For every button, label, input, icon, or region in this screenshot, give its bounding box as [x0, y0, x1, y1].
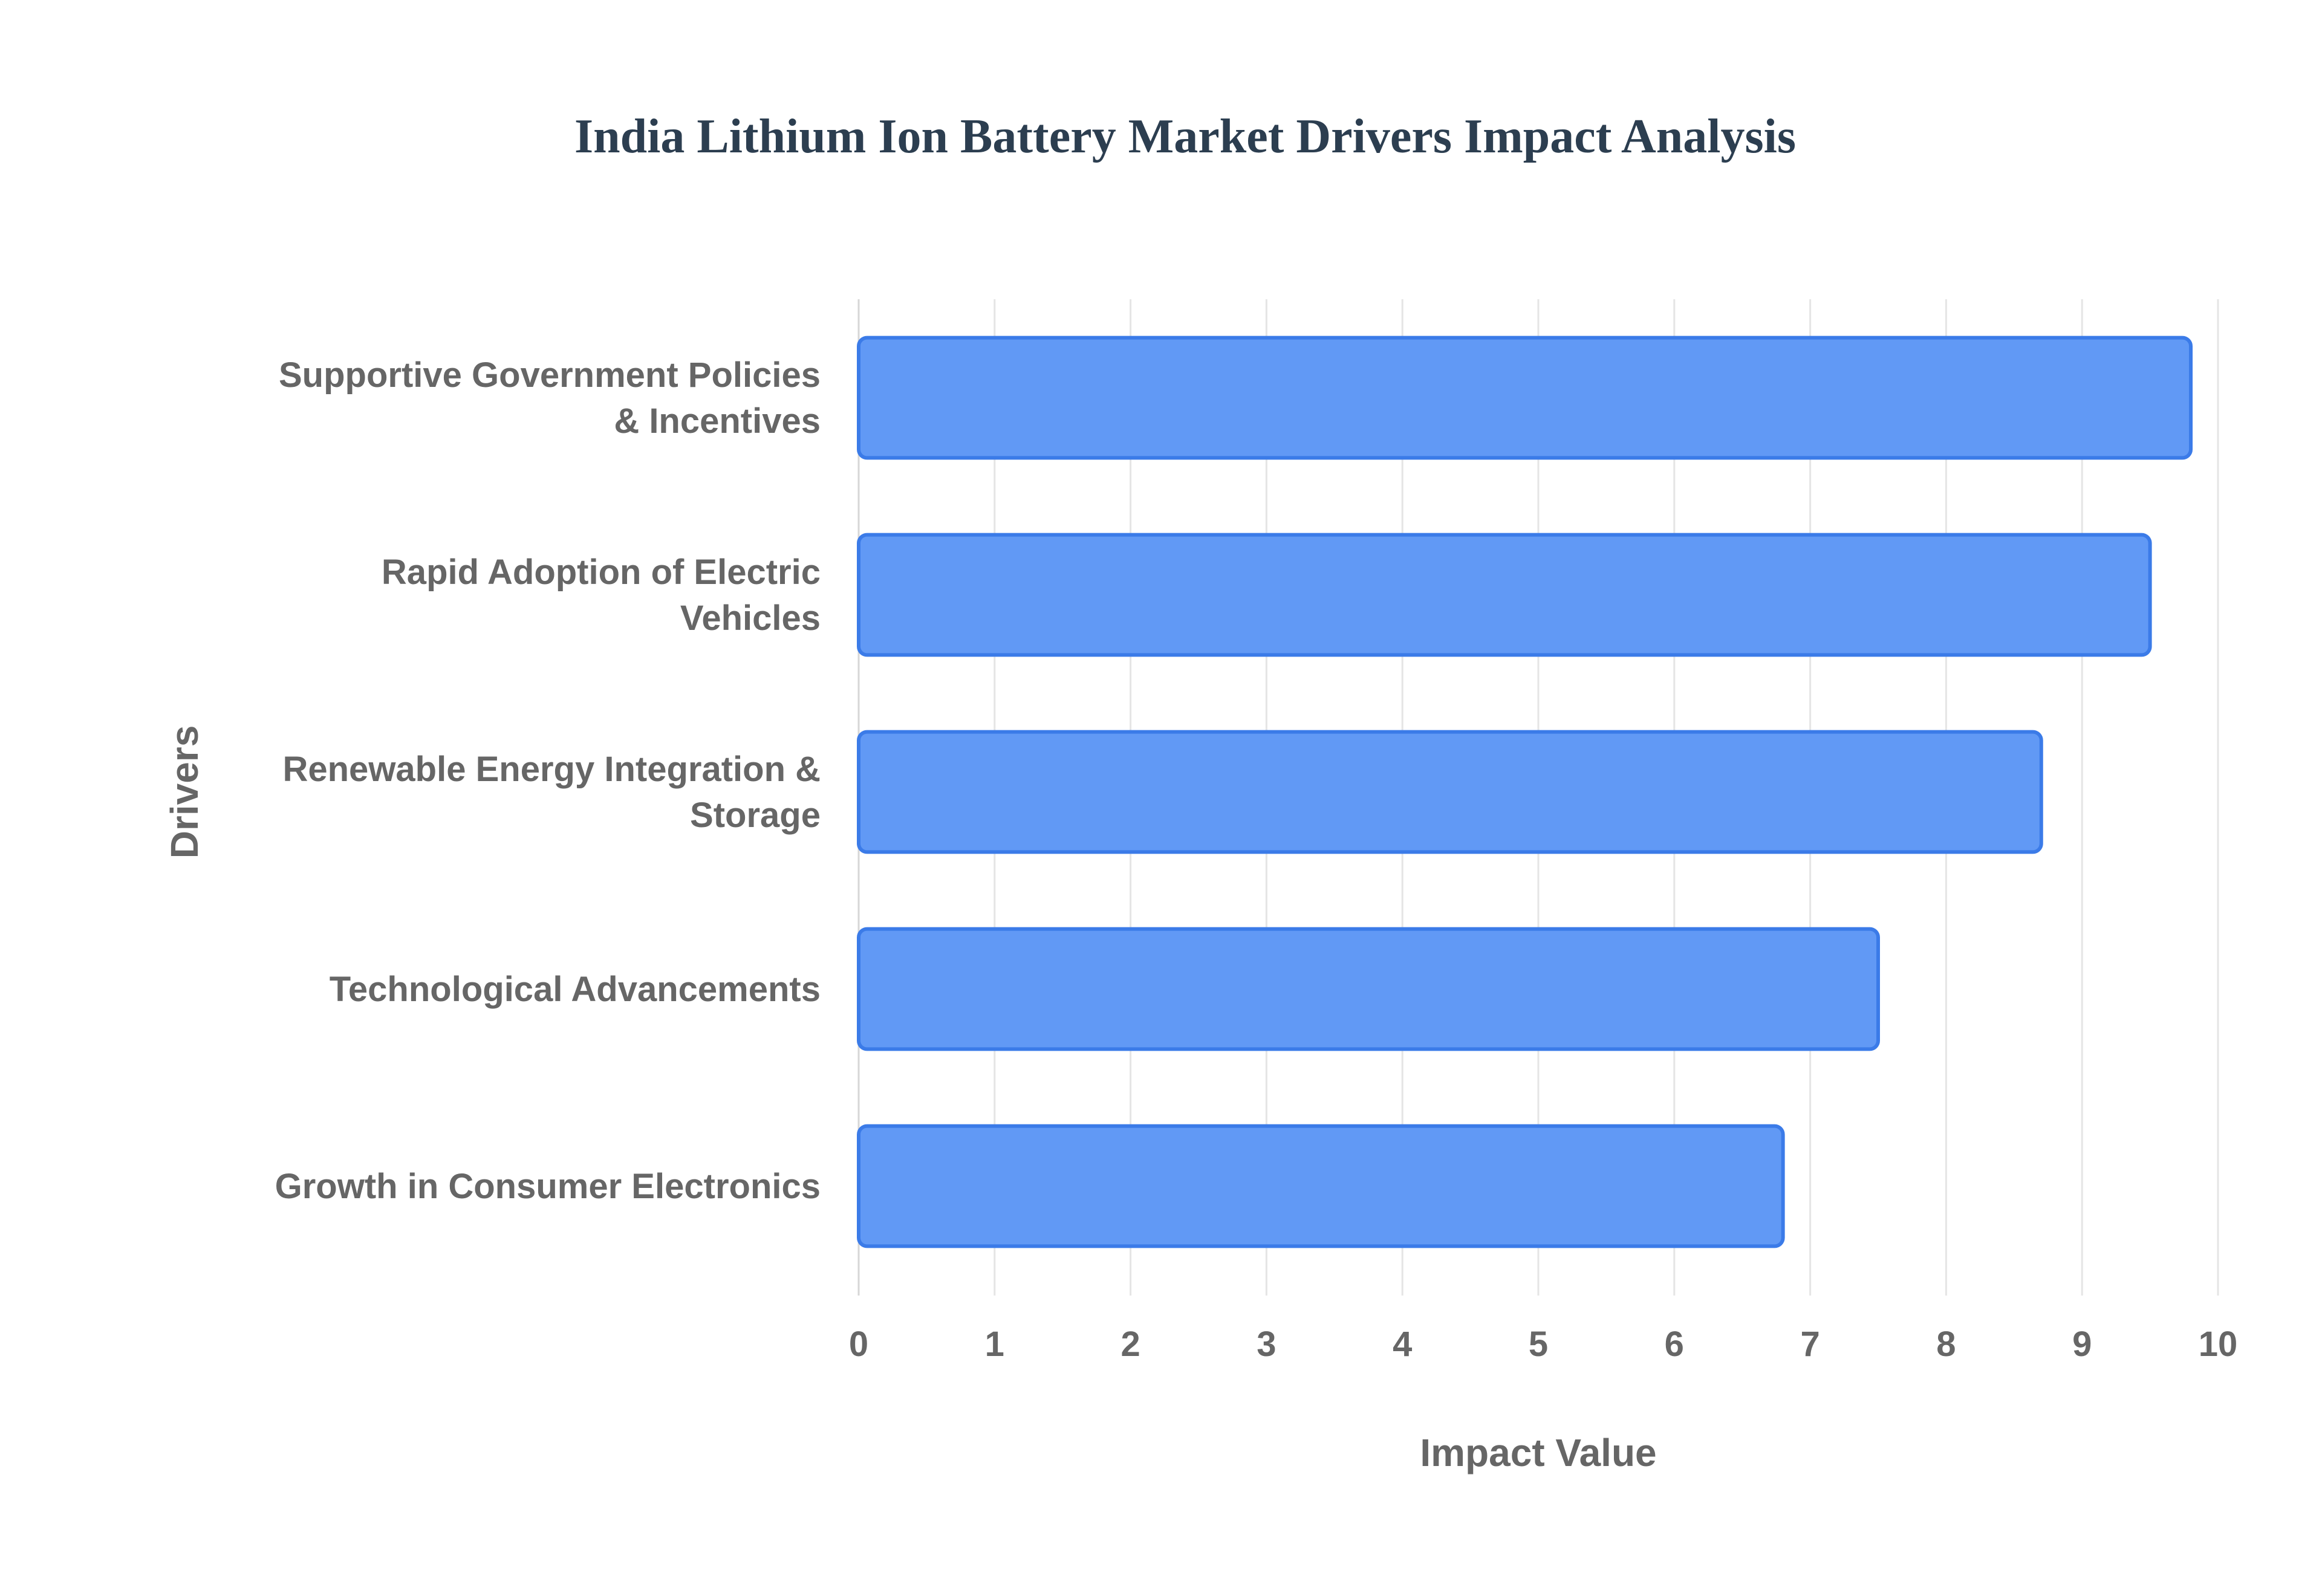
x-tick-labels: 0 1 2 3 4 5 6 7 8 9 10: [849, 1325, 2237, 1364]
category-label-line: Renewable Energy Integration &: [282, 750, 821, 789]
x-tick-label: 3: [1257, 1325, 1276, 1364]
y-axis-title: Drivers: [163, 725, 206, 859]
bar: [857, 336, 2193, 460]
x-tick-label: 8: [1936, 1325, 1956, 1364]
x-tick-label: 1: [985, 1325, 1004, 1364]
bar: [857, 533, 2152, 657]
category-label-line: Storage: [690, 796, 821, 835]
category-label-line: & Incentives: [614, 401, 821, 441]
category-label-line: Rapid Adoption of Electric: [382, 553, 821, 592]
chart-title: India Lithium Ion Battery Market Drivers…: [574, 110, 1796, 163]
bar: [857, 730, 2043, 854]
bar: [857, 927, 1880, 1051]
category-label: Supportive Government Policies & Incentiv…: [279, 355, 821, 441]
bar: [857, 1124, 1785, 1248]
x-tick-label: 4: [1393, 1325, 1412, 1364]
category-label-line: Supportive Government Policies: [279, 355, 821, 395]
x-tick-label: 5: [1529, 1325, 1548, 1364]
x-tick-label: 0: [849, 1325, 868, 1364]
category-label: Renewable Energy Integration & Storage: [282, 750, 821, 835]
bars: [857, 336, 2193, 1248]
category-label: Technological Advancements: [330, 970, 821, 1009]
x-tick-label: 10: [2199, 1325, 2238, 1364]
category-label: Rapid Adoption of Electric Vehicles: [382, 553, 821, 638]
x-tick-label: 7: [1800, 1325, 1820, 1364]
x-tick-label: 6: [1665, 1325, 1684, 1364]
x-axis-title: Impact Value: [1420, 1431, 1656, 1474]
category-labels: Supportive Government Policies & Incentiv…: [275, 355, 821, 1206]
category-label-line: Technological Advancements: [330, 970, 821, 1009]
x-tick-label: 9: [2072, 1325, 2092, 1364]
category-label-line: Growth in Consumer Electronics: [275, 1167, 821, 1206]
category-label: Growth in Consumer Electronics: [275, 1167, 821, 1206]
category-label-line: Vehicles: [680, 598, 821, 638]
x-tick-label: 2: [1120, 1325, 1140, 1364]
